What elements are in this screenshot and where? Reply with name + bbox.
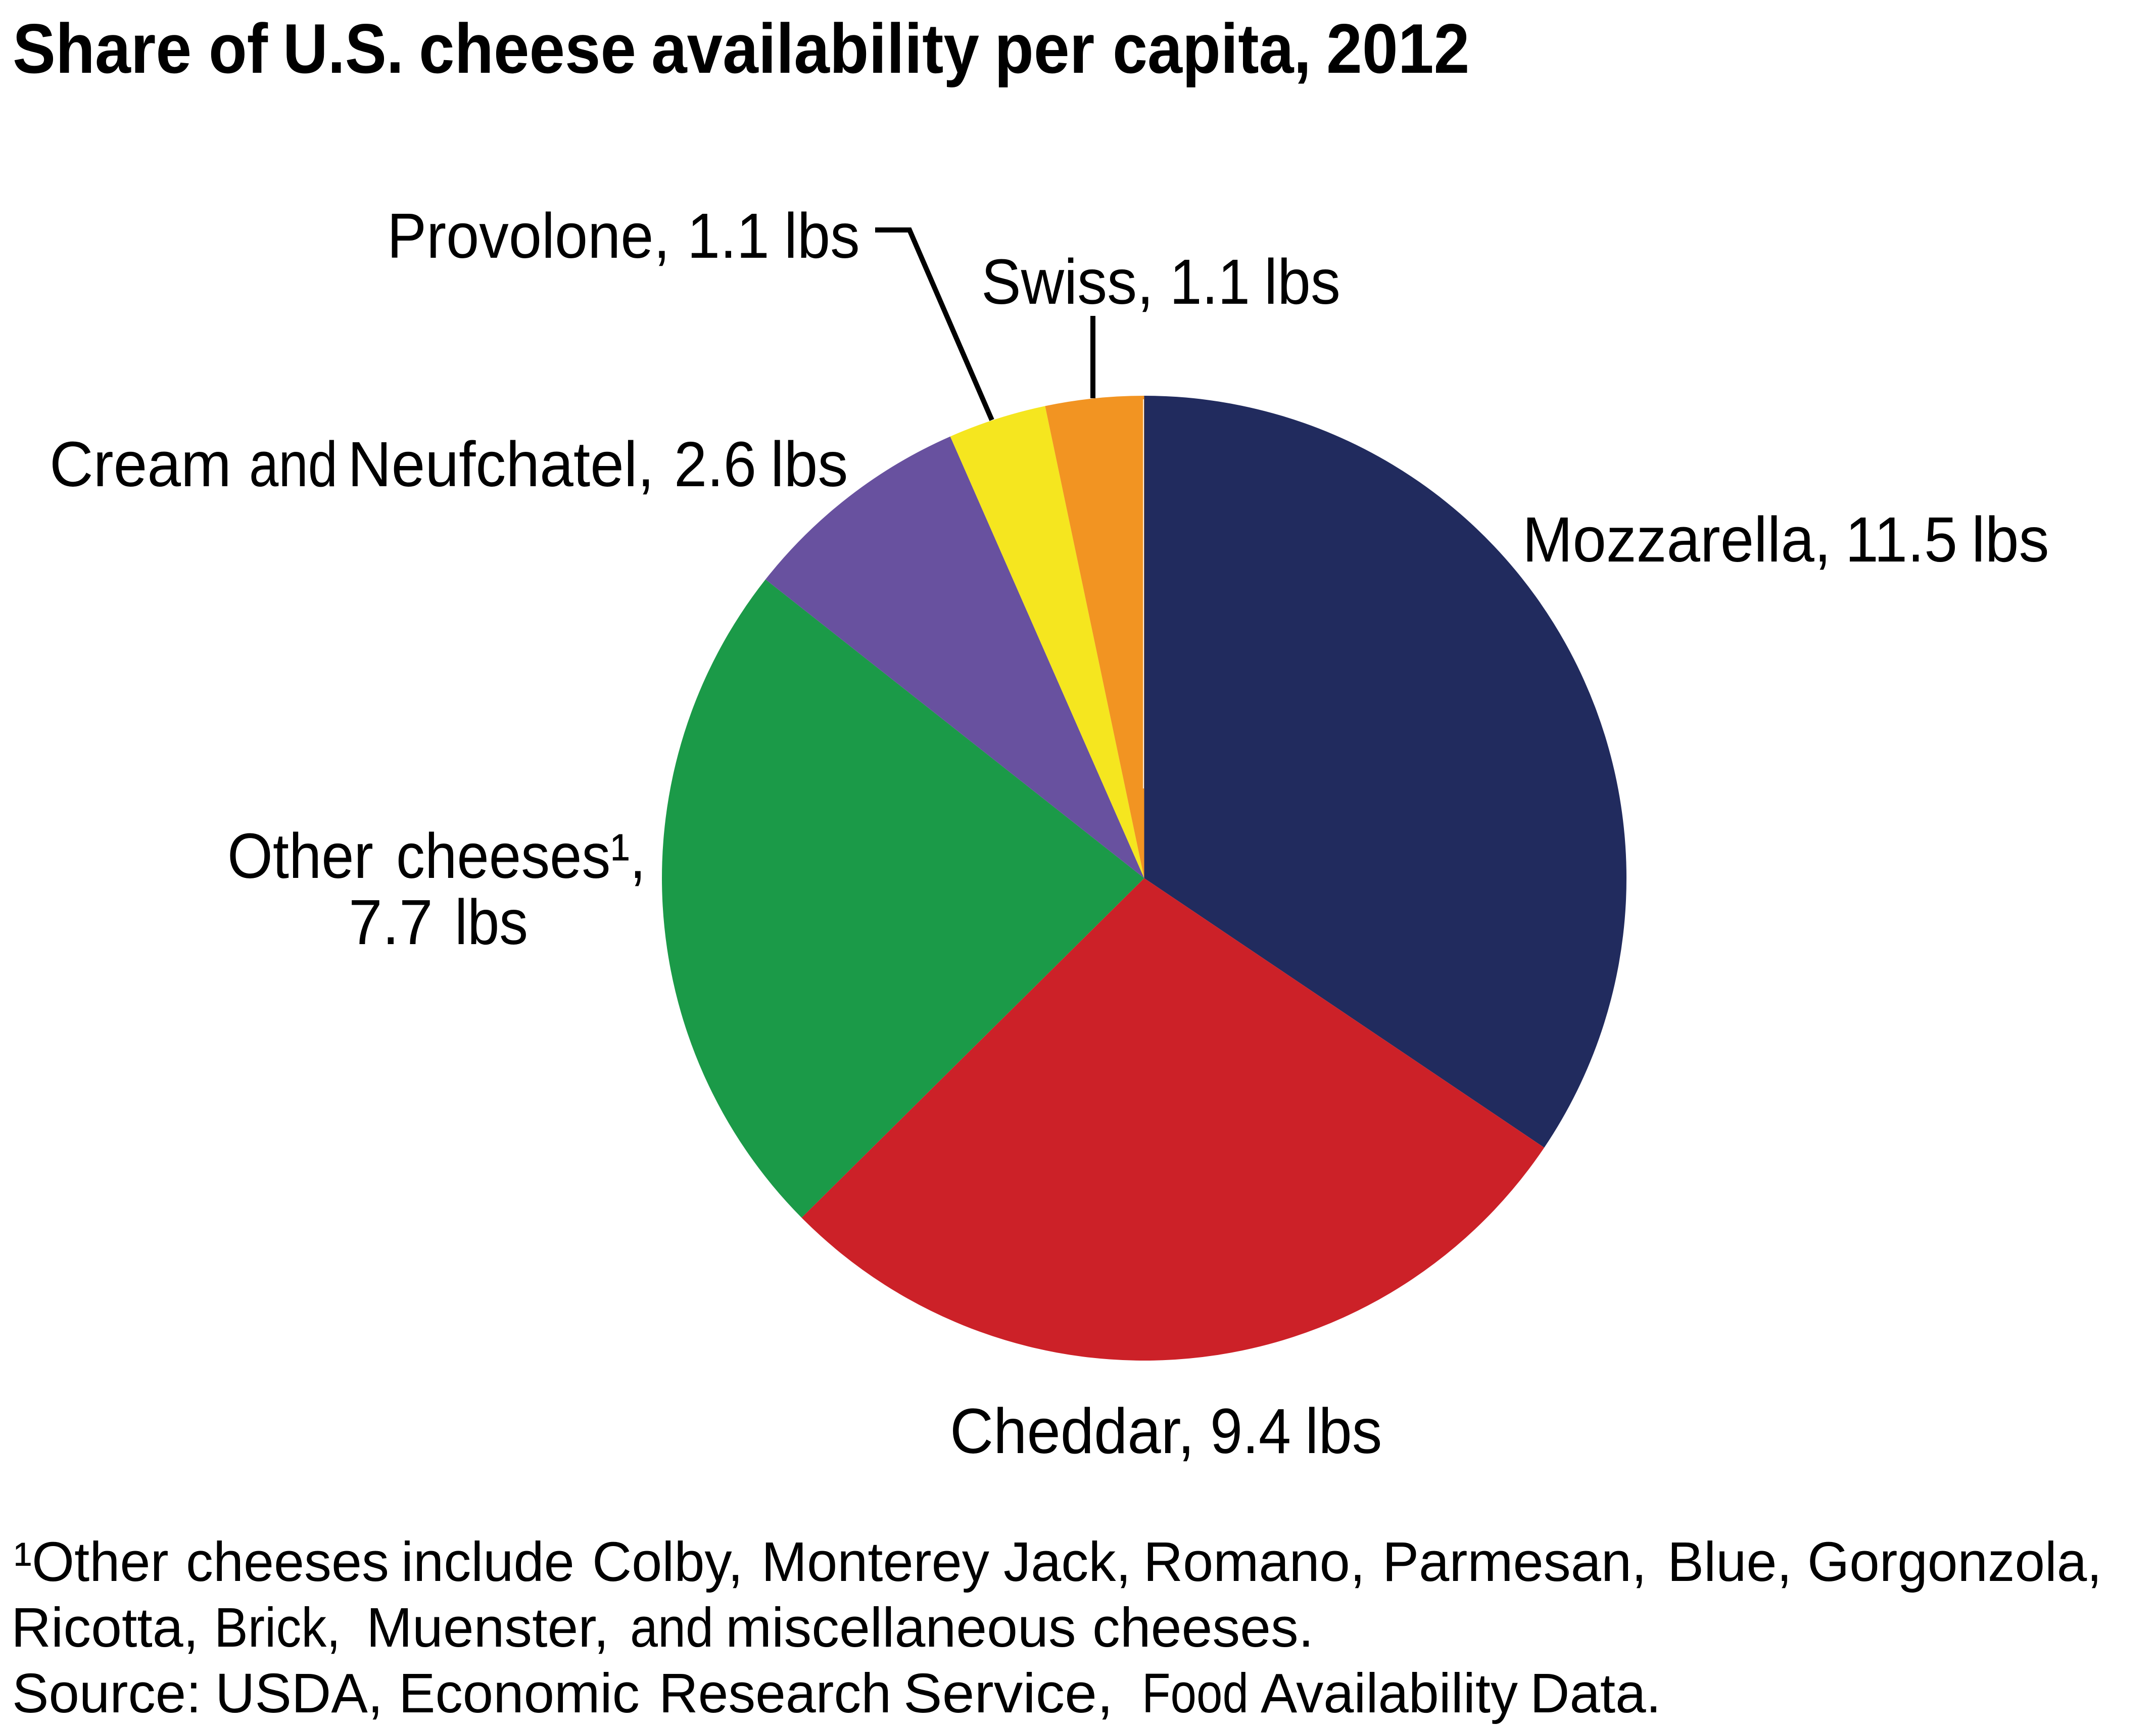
svg-text:Othercheeses¹,: Other cheeses¹,: [227, 820, 646, 892]
svg-text:Mozzarella,11.5lbs: Mozzarella, 11.5 lbs: [1522, 504, 2049, 575]
svg-text:Ricotta,Brick,Muenster,andmisc: Ricotta, Brick, Muenster, and miscellaneous c…: [11, 1597, 1314, 1659]
svg-text:Source:USDA,EconomicResearchSe: Source: USDA, Economic Research Service, Food…: [12, 1662, 1661, 1724]
svg-text:Cheddar,9.4lbs: Cheddar, 9.4 lbs: [950, 1395, 1382, 1467]
svg-text:CreamandNeufchatel,2.6lbs: Cream and Neufchatel, 2.6 lbs: [50, 429, 848, 500]
svg-text:Swiss,1.1lbs: Swiss, 1.1 lbs: [981, 246, 1340, 317]
svg-text:¹OthercheesesincludeColby,Mont: ¹Other cheeses include Colby, Monterey Jack, R…: [14, 1531, 2102, 1593]
svg-text:ShareofU.S.cheeseavailabilityp: Share of U.S. cheese availability per capita, 2…: [13, 10, 1470, 88]
svg-text:Provolone,1.1lbs: Provolone, 1.1 lbs: [387, 200, 860, 271]
svg-text:7.7lbs: 7.7 lbs: [349, 886, 528, 958]
